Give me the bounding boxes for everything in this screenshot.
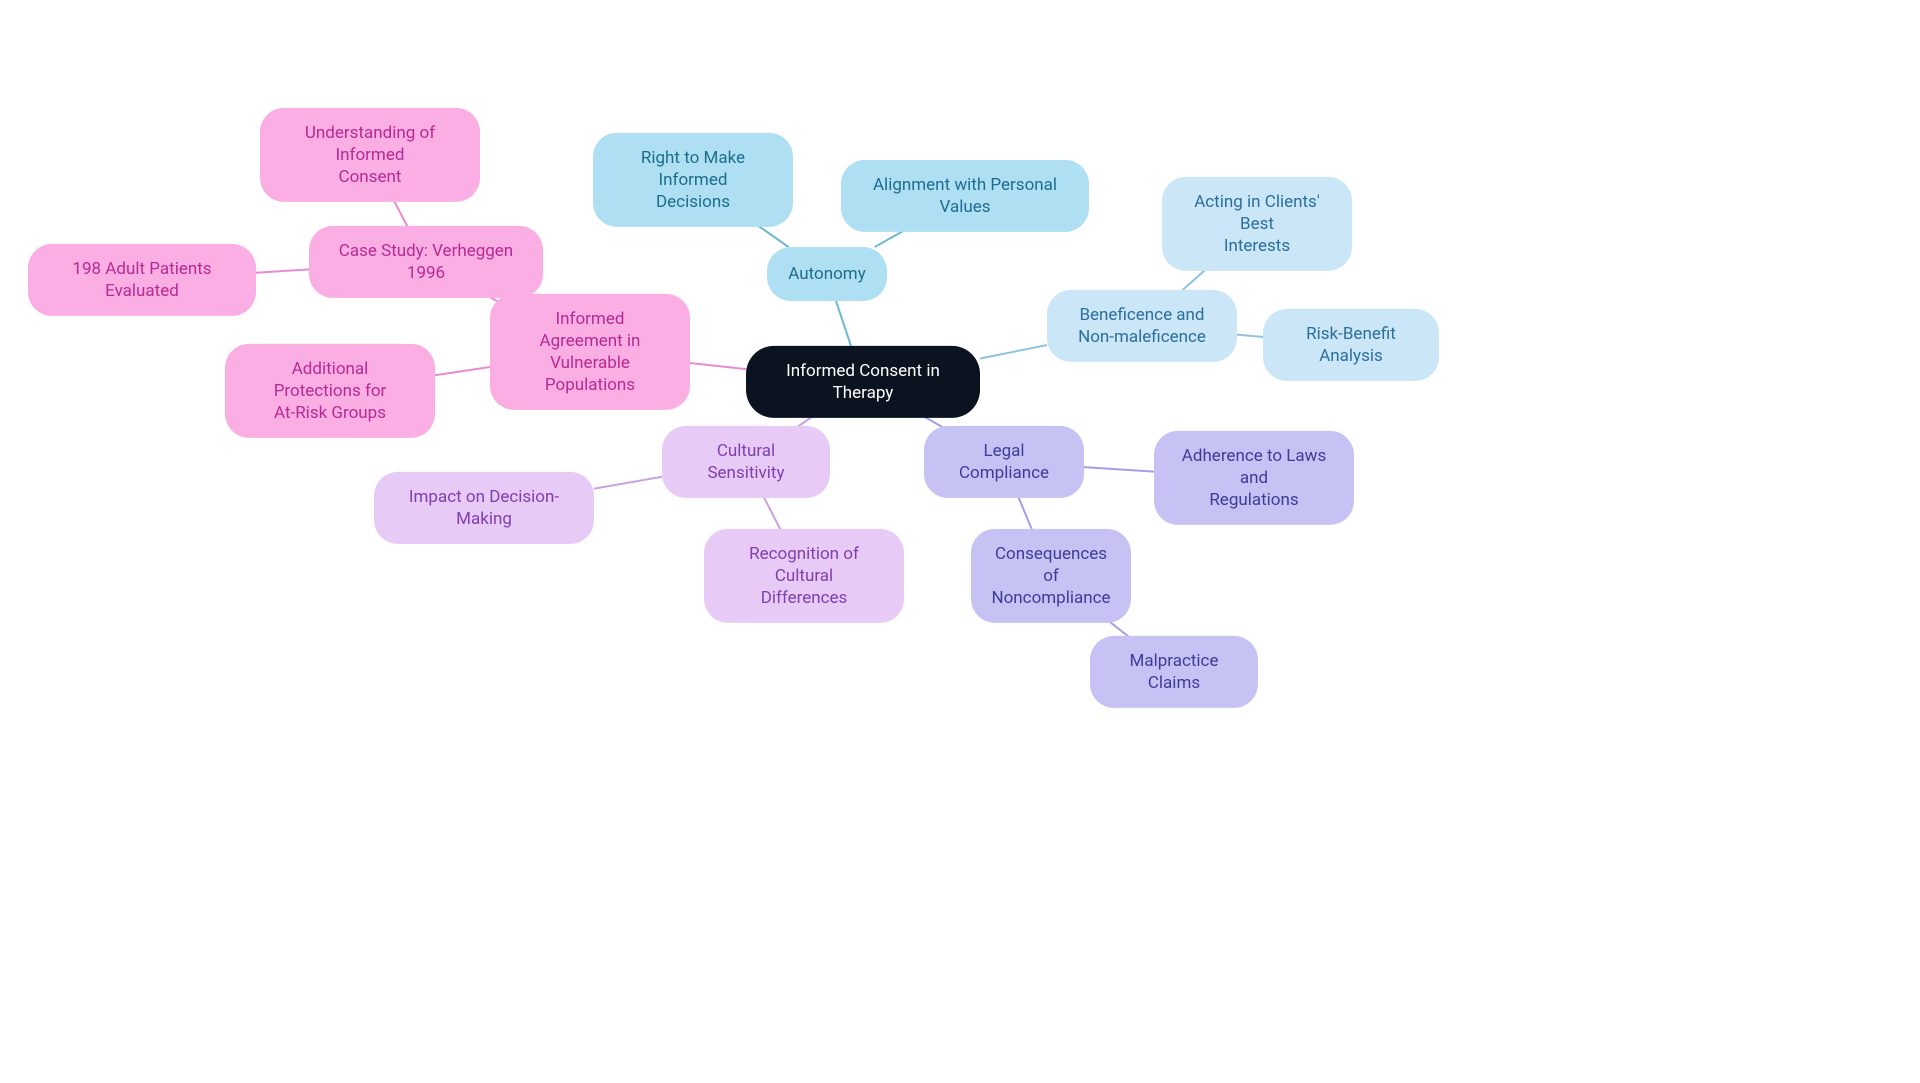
node-best_interests: Acting in Clients' BestInterests (1162, 177, 1352, 271)
node-case_study: Case Study: Verheggen 1996 (309, 226, 543, 298)
node-right_decisions: Right to Make InformedDecisions (593, 133, 793, 227)
edge (980, 345, 1047, 358)
node-root: Informed Consent in Therapy (746, 346, 980, 418)
edge (1237, 335, 1263, 337)
edge (256, 269, 309, 272)
node-vulnerable: Informed Agreement inVulnerable Populati… (490, 294, 690, 410)
node-impact_decision: Impact on Decision-Making (374, 472, 594, 544)
node-protections: Additional Protections forAt-Risk Groups (225, 344, 435, 438)
node-understanding: Understanding of InformedConsent (260, 108, 480, 202)
node-cultural: Cultural Sensitivity (662, 426, 830, 498)
edge (594, 477, 662, 489)
node-autonomy: Autonomy (767, 247, 887, 301)
node-recognition: Recognition of CulturalDifferences (704, 529, 904, 623)
edge (690, 363, 746, 369)
node-align_values: Alignment with Personal Values (841, 160, 1089, 232)
edge (435, 367, 490, 375)
node-beneficence: Beneficence andNon-maleficence (1047, 290, 1237, 362)
node-patients_198: 198 Adult Patients Evaluated (28, 244, 256, 316)
edge (1084, 467, 1154, 471)
node-consequences: Consequences ofNoncompliance (971, 529, 1131, 623)
mindmap-canvas: Informed Consent in Therapy Autonomy Right… (0, 0, 1920, 1083)
node-legal: Legal Compliance (924, 426, 1084, 498)
node-adherence: Adherence to Laws andRegulations (1154, 431, 1354, 525)
node-risk_benefit: Risk-Benefit Analysis (1263, 309, 1439, 381)
node-malpractice: Malpractice Claims (1090, 636, 1258, 708)
